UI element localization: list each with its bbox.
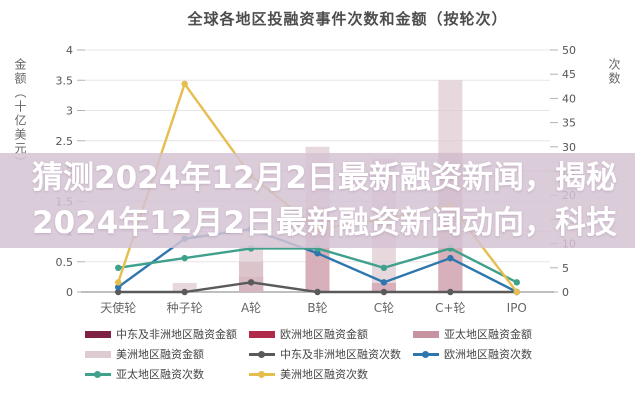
legend-item: 欧洲地区融资次数 (413, 344, 577, 364)
legend-item: 亚太地区融资金额 (413, 324, 577, 344)
right-axis-tick-label: 5 (562, 262, 569, 275)
line-marker (247, 279, 255, 286)
legend-label: 欧洲地区融资次数 (444, 348, 532, 361)
line-marker (115, 288, 122, 296)
chart-title: 全球各地区投融资事件次数和金额（按轮次） (187, 10, 508, 28)
legend-line-dot (258, 350, 265, 358)
legend-item: 美洲地区融资金额 (85, 344, 249, 364)
line-marker (115, 283, 122, 291)
left-axis-tick-label: 4 (66, 44, 73, 57)
legend-line-dot (258, 370, 265, 378)
legend-line-swatch (413, 350, 439, 358)
line-marker (447, 254, 454, 262)
legend-item: 欧洲地区融资金额 (249, 324, 413, 344)
line-marker (380, 279, 388, 286)
left-axis-tick-label: 3.5 (56, 74, 74, 87)
line-marker (513, 288, 520, 296)
x-axis-label: C轮 (374, 301, 394, 315)
legend-label: 亚太地区融资次数 (116, 368, 204, 381)
overlay-text-line-1: 猜测2024年12月2日最新融资新闻，揭秘 (32, 160, 617, 196)
x-axis-label: B轮 (307, 301, 327, 315)
legend-item: 中东及非洲地区融资次数 (249, 344, 413, 364)
line-marker (181, 80, 188, 88)
line-marker (181, 288, 188, 296)
line-marker (314, 288, 321, 296)
right-axis-tick-label: 50 (562, 44, 576, 57)
legend-bar-swatch (249, 330, 275, 338)
line-marker (181, 254, 188, 262)
line-marker (513, 279, 520, 286)
line-marker (115, 279, 122, 286)
right-axis-tick-label: 45 (562, 68, 576, 81)
line-marker (380, 264, 388, 271)
legend-line-swatch (249, 350, 275, 358)
legend-item: 亚太地区融资次数 (85, 364, 249, 384)
chart-legend: 中东及非洲地区融资金额 欧洲地区融资金额 亚太地区融资金额美洲地区融资金额 中东及非洲… (85, 324, 577, 384)
x-axis-label: IPO (507, 301, 527, 315)
line-marker (447, 288, 454, 296)
bar (239, 246, 264, 292)
legend-label: 亚太地区融资金额 (444, 328, 532, 341)
legend-item: 美洲地区融资次数 (249, 364, 413, 384)
line-marker (380, 288, 388, 296)
left-axis-label: 金额（十亿美元） (13, 58, 27, 170)
x-axis-label: A轮 (241, 301, 261, 315)
legend-line-swatch (249, 370, 275, 378)
legend-bar-swatch (85, 330, 111, 338)
overlay-text-line-2: 2024年12月2日最新融资新闻动向，科技 (32, 205, 617, 241)
legend-label: 美洲地区融资金额 (116, 348, 204, 361)
x-axis-label: 种子轮 (167, 301, 203, 315)
right-axis-tick-label: 30 (562, 141, 576, 154)
line-marker (115, 264, 122, 271)
left-axis-tick-label: 2.5 (56, 135, 74, 148)
right-axis-label: 次数 (607, 58, 621, 86)
legend-line-swatch (85, 370, 111, 378)
right-axis-tick-label: 0 (562, 286, 569, 299)
legend-bar-swatch (413, 330, 439, 338)
legend-label: 中东及非洲地区融资金额 (116, 328, 237, 341)
bar (172, 282, 197, 292)
left-axis-tick-label: 3 (66, 105, 73, 118)
right-axis-tick-label: 40 (562, 92, 576, 105)
left-axis-tick-label: 0 (66, 286, 73, 299)
legend-line-dot (94, 370, 101, 378)
line-marker (314, 250, 321, 257)
legend-line-dot (422, 350, 429, 358)
overlay-watermark-banner: 猜测2024年12月2日最新融资新闻，揭秘 2024年12月2日最新融资新闻动向… (0, 153, 635, 248)
legend-label: 美洲地区融资次数 (280, 368, 368, 381)
legend-label: 欧洲地区融资金额 (280, 328, 368, 341)
x-axis-label: C+轮 (435, 301, 465, 315)
left-axis-tick-label: 0.5 (56, 256, 74, 269)
legend-item: 中东及非洲地区融资金额 (85, 324, 249, 344)
right-axis-tick-label: 35 (562, 117, 576, 130)
legend-label: 中东及非洲地区融资次数 (280, 348, 401, 361)
legend-bar-swatch (85, 350, 111, 358)
x-axis-label: 天使轮 (100, 300, 136, 315)
